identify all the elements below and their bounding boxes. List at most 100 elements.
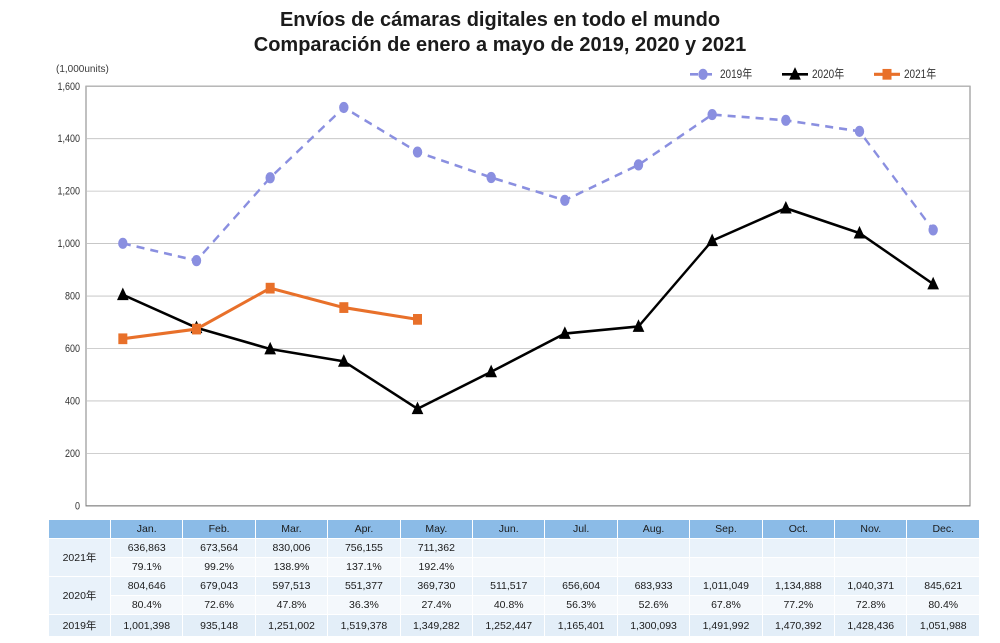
table-cell <box>473 558 545 577</box>
marker-circle <box>266 173 274 183</box>
table-cell: 1,040,371 <box>835 577 907 596</box>
page: Envíos de cámaras digitales en todo el m… <box>0 0 1000 643</box>
table-month-header: Feb. <box>183 520 255 539</box>
marker-circle <box>561 195 569 205</box>
table-cell: 1,001,398 <box>111 615 183 637</box>
table-cell: 804,646 <box>111 577 183 596</box>
table-cell: 1,349,282 <box>400 615 472 637</box>
y-tick-label: 1,000 <box>57 238 80 250</box>
marker-square <box>193 324 201 334</box>
table-month-header: Aug. <box>617 520 689 539</box>
table-month-header: Mar. <box>255 520 327 539</box>
marker-circle <box>192 256 200 266</box>
table-cell: 636,863 <box>111 539 183 558</box>
marker-circle <box>634 160 642 170</box>
table-cell: 52.6% <box>617 596 689 615</box>
row-header-2021: 2021年 <box>49 539 111 577</box>
table-cell: 1,165,401 <box>545 615 617 637</box>
table-cell: 36.3% <box>328 596 400 615</box>
table-cell: 1,251,002 <box>255 615 327 637</box>
marker-square <box>119 334 127 344</box>
table-month-header: Jan. <box>111 520 183 539</box>
y-tick-label: 1,200 <box>57 186 80 198</box>
legend-item: 2019年 <box>690 66 752 81</box>
table-cell: 711,362 <box>400 539 472 558</box>
table-cell: 679,043 <box>183 577 255 596</box>
y-tick-label: 1,600 <box>57 81 80 93</box>
table-cell: 79.1% <box>111 558 183 577</box>
table-cell <box>545 539 617 558</box>
table-cell <box>473 539 545 558</box>
table-cell: 99.2% <box>183 558 255 577</box>
y-tick-label: 0 <box>75 501 80 513</box>
chart-title-line2: Comparación de enero a mayo de 2019, 202… <box>0 33 1000 58</box>
table-cell: 551,377 <box>328 577 400 596</box>
table-cell: 1,011,049 <box>690 577 762 596</box>
table-cell: 1,252,447 <box>473 615 545 637</box>
table-cell: 1,519,378 <box>328 615 400 637</box>
table-cell <box>617 558 689 577</box>
marker-circle <box>782 115 790 125</box>
legend-label: 2021年 <box>904 66 936 81</box>
table-cell: 1,491,992 <box>690 615 762 637</box>
y-tick-label: 600 <box>65 343 80 355</box>
marker-circle <box>708 110 716 120</box>
marker-square <box>883 70 891 80</box>
table-cell <box>690 558 762 577</box>
table-cell <box>617 539 689 558</box>
table-month-header: Nov. <box>835 520 907 539</box>
table-cell: 80.4% <box>907 596 980 615</box>
marker-square <box>414 315 422 325</box>
row-header-2020: 2020年 <box>49 577 111 615</box>
y-axis-unit-label: (1,000units) <box>56 64 109 75</box>
marker-circle <box>929 225 937 235</box>
table-cell: 756,155 <box>328 539 400 558</box>
marker-circle <box>340 102 348 112</box>
marker-circle <box>699 69 707 79</box>
table-month-header: Jun. <box>473 520 545 539</box>
table-cell: 72.6% <box>183 596 255 615</box>
marker-square <box>340 303 348 313</box>
table-cell <box>762 558 834 577</box>
table-cell: 656,604 <box>545 577 617 596</box>
line-chart: 02004006008001,0001,2001,4001,6002019年20… <box>48 60 980 513</box>
data-table-wrap: Jan.Feb.Mar.Apr.May.Jun.Jul.Aug.Sep.Oct.… <box>0 519 1000 643</box>
table-cell <box>835 558 907 577</box>
table-cell: 511,517 <box>473 577 545 596</box>
table-cell: 27.4% <box>400 596 472 615</box>
table-cell: 1,470,392 <box>762 615 834 637</box>
table-month-header: Dec. <box>907 520 980 539</box>
legend-label: 2020年 <box>812 66 844 81</box>
chart-title-block: Envíos de cámaras digitales en todo el m… <box>0 0 1000 60</box>
table-cell: 138.9% <box>255 558 327 577</box>
y-tick-label: 400 <box>65 396 80 408</box>
data-table: Jan.Feb.Mar.Apr.May.Jun.Jul.Aug.Sep.Oct.… <box>48 519 980 637</box>
table-month-header: Sep. <box>690 520 762 539</box>
legend: 2019年 2020年 2021年 <box>690 66 936 81</box>
marker-circle <box>413 147 421 157</box>
table-cell: 40.8% <box>473 596 545 615</box>
table-cell: 597,513 <box>255 577 327 596</box>
table-cell: 683,933 <box>617 577 689 596</box>
table-month-header: May. <box>400 520 472 539</box>
y-tick-label: 1,400 <box>57 134 80 146</box>
table-cell: 80.4% <box>111 596 183 615</box>
table-month-header: Jul. <box>545 520 617 539</box>
table-cell: 77.2% <box>762 596 834 615</box>
marker-circle <box>119 238 127 248</box>
table-cell: 192.4% <box>400 558 472 577</box>
table-cell: 845,621 <box>907 577 980 596</box>
table-month-header: Apr. <box>328 520 400 539</box>
y-tick-label: 800 <box>65 291 80 303</box>
row-header-2019: 2019年 <box>49 615 111 637</box>
legend-item: 2021年 <box>874 66 936 81</box>
legend-label: 2019年 <box>720 66 752 81</box>
table-cell <box>907 539 980 558</box>
table-cell: 935,148 <box>183 615 255 637</box>
legend-item: 2020年 <box>782 66 844 81</box>
table-cell: 67.8% <box>690 596 762 615</box>
table-cell <box>545 558 617 577</box>
table-cell <box>690 539 762 558</box>
table-cell: 1,428,436 <box>835 615 907 637</box>
table-cell <box>907 558 980 577</box>
